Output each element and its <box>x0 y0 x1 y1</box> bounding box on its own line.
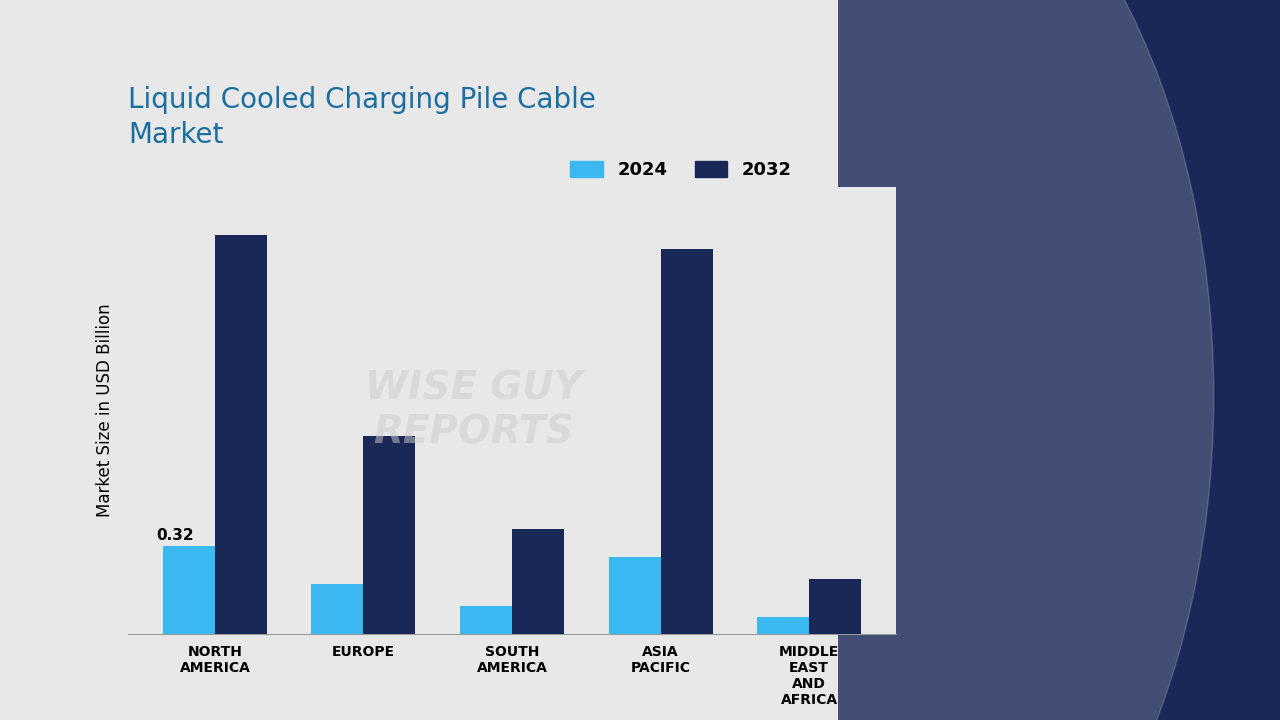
Y-axis label: Market Size in USD Billion: Market Size in USD Billion <box>96 304 114 517</box>
Text: 0.32: 0.32 <box>156 528 193 543</box>
Bar <box>311 584 364 634</box>
Bar <box>660 249 713 634</box>
Text: Liquid Cooled Charging Pile Cable
Market: Liquid Cooled Charging Pile Cable Market <box>128 86 596 149</box>
Bar <box>364 436 416 634</box>
Text: WISE GUY
REPORTS: WISE GUY REPORTS <box>365 369 582 451</box>
Bar <box>756 617 809 634</box>
Bar <box>809 579 861 634</box>
Bar <box>215 235 268 634</box>
Bar <box>608 557 660 634</box>
Bar <box>512 529 564 634</box>
Bar <box>460 606 512 634</box>
Circle shape <box>463 0 1213 720</box>
Bar <box>163 546 215 634</box>
Legend: 2024, 2032: 2024, 2032 <box>571 161 791 179</box>
